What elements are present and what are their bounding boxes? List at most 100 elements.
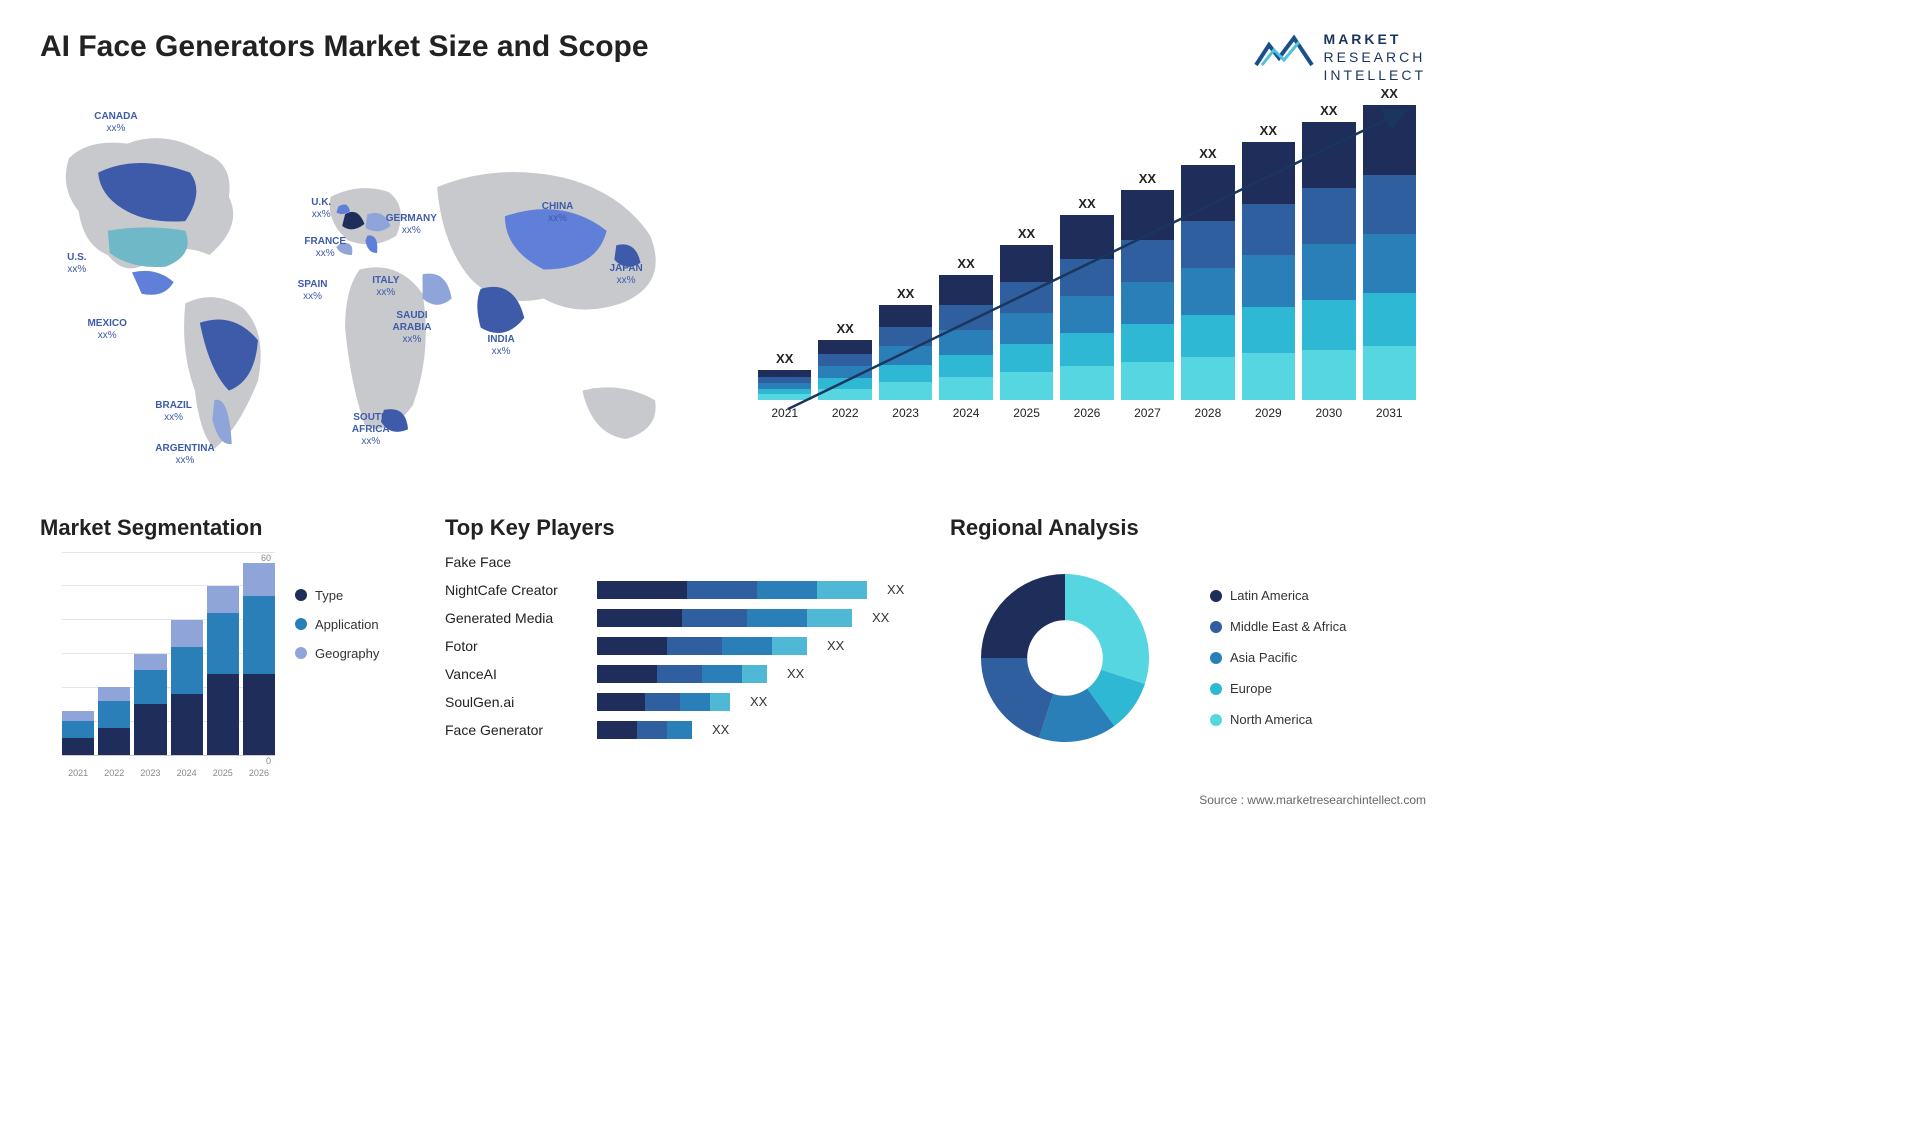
seg-year-label: 2026	[243, 768, 275, 778]
player-name: Fake Face	[445, 554, 585, 570]
player-value: XX	[827, 638, 844, 653]
growth-bar-value: XX	[1078, 196, 1095, 211]
growth-bar-year: 2026	[1074, 406, 1101, 420]
seg-year-label: 2024	[171, 768, 203, 778]
player-row: SoulGen.ai XX	[445, 693, 925, 711]
seg-year-label: 2022	[98, 768, 130, 778]
seg-bar	[134, 654, 166, 755]
map-label: U.K.xx%	[311, 197, 331, 221]
map-label: ITALYxx%	[372, 275, 399, 299]
seg-year-label: 2021	[62, 768, 94, 778]
map-label: GERMANYxx%	[386, 213, 437, 237]
footer-source: Source : www.marketresearchintellect.com	[40, 793, 1426, 807]
growth-bar-year: 2031	[1376, 406, 1403, 420]
growth-bar-year: 2028	[1195, 406, 1222, 420]
growth-bar-value: XX	[1320, 103, 1337, 118]
growth-bar: XX2024	[939, 256, 992, 420]
growth-bar-value: XX	[776, 351, 793, 366]
map-label: MEXICOxx%	[87, 318, 126, 342]
logo-mark-icon	[1254, 30, 1314, 75]
regional-legend-item: Asia Pacific	[1210, 650, 1346, 665]
growth-bar-value: XX	[1260, 123, 1277, 138]
growth-bar: XX 2025	[1000, 226, 1053, 420]
growth-bar-year: 2023	[892, 406, 919, 420]
growth-bar-value: XX	[1018, 226, 1035, 241]
growth-bar: XX 2027	[1121, 171, 1174, 420]
map-label: CHINAxx%	[542, 201, 574, 225]
map-label: CANADAxx%	[94, 111, 137, 135]
player-value: XX	[712, 722, 729, 737]
growth-bar-year: 2027	[1134, 406, 1161, 420]
map-label: INDIAxx%	[487, 334, 514, 358]
growth-bar-value: XX	[1139, 171, 1156, 186]
player-name: Generated Media	[445, 610, 585, 626]
growth-bar: XX 2031	[1363, 86, 1416, 420]
growth-bar-value: XX	[897, 286, 914, 301]
regional-title: Regional Analysis	[950, 515, 1426, 541]
player-name: Fotor	[445, 638, 585, 654]
players-title: Top Key Players	[445, 515, 925, 541]
regional-panel: Regional Analysis Latin America Middle Ea…	[950, 515, 1426, 778]
seg-legend-item: Application	[295, 617, 379, 632]
player-name: NightCafe Creator	[445, 582, 585, 598]
map-label: SPAINxx%	[298, 279, 328, 303]
regional-legend-item: Latin America	[1210, 588, 1346, 603]
player-row: NightCafe Creator XX	[445, 581, 925, 599]
map-label: SOUTHAFRICAxx%	[352, 412, 390, 448]
seg-year-label: 2025	[207, 768, 239, 778]
players-panel: Top Key Players Fake Face NightCafe Creat…	[445, 515, 925, 778]
player-value: XX	[750, 694, 767, 709]
growth-bar-year: 2022	[832, 406, 859, 420]
growth-bar-value: XX	[837, 321, 854, 336]
seg-bar	[243, 563, 275, 755]
growth-bar: XX 2023	[879, 286, 932, 420]
player-row: VanceAIXX	[445, 665, 925, 683]
player-value: XX	[787, 666, 804, 681]
player-bar	[597, 609, 852, 627]
seg-legend-item: Geography	[295, 646, 379, 661]
seg-year-label: 2023	[134, 768, 166, 778]
growth-chart-panel: XX2021XX2022XX2023XX2024XX2025XX2026XX20…	[748, 100, 1426, 480]
player-name: Face Generator	[445, 722, 585, 738]
regional-legend: Latin America Middle East & Africa Asia Pa…	[1210, 588, 1346, 727]
map-label: BRAZILxx%	[155, 400, 192, 424]
growth-bar: XX 2029	[1242, 123, 1295, 420]
map-label: ARGENTINAxx%	[155, 443, 214, 467]
growth-bar: XX2021	[758, 351, 811, 420]
regional-donut-chart	[950, 553, 1180, 763]
growth-bar-value: XX	[1199, 146, 1216, 161]
player-bar	[597, 637, 807, 655]
player-bar	[597, 693, 730, 711]
segmentation-panel: Market Segmentation 0102030405060 202120…	[40, 515, 420, 778]
player-row: Fotor XX	[445, 637, 925, 655]
growth-bar-year: 2029	[1255, 406, 1282, 420]
regional-legend-item: Europe	[1210, 681, 1346, 696]
player-value: XX	[872, 610, 889, 625]
player-value: XX	[887, 582, 904, 597]
seg-bar	[171, 620, 203, 755]
regional-legend-item: Middle East & Africa	[1210, 619, 1346, 634]
map-label: FRANCExx%	[304, 236, 346, 260]
growth-bar: XX 2030	[1302, 103, 1355, 420]
world-map-panel: CANADAxx%U.S.xx%MEXICOxx%BRAZILxx%ARGENT…	[40, 100, 718, 490]
growth-bar-value: XX	[1381, 86, 1398, 101]
map-label: SAUDIARABIAxx%	[393, 310, 432, 346]
regional-legend-item: North America	[1210, 712, 1346, 727]
seg-bar	[98, 687, 130, 754]
growth-bar-year: 2025	[1013, 406, 1040, 420]
map-label: JAPANxx%	[610, 263, 643, 287]
seg-bar	[62, 711, 94, 755]
player-row: Generated Media XX	[445, 609, 925, 627]
logo: MARKET RESEARCH INTELLECT	[1254, 30, 1426, 85]
growth-bar: XX 2028	[1181, 146, 1234, 420]
player-name: SoulGen.ai	[445, 694, 585, 710]
seg-legend-item: Type	[295, 588, 379, 603]
player-bar	[597, 721, 692, 739]
page-title: AI Face Generators Market Size and Scope	[40, 30, 649, 64]
player-bar	[597, 665, 767, 683]
growth-bar-year: 2030	[1315, 406, 1342, 420]
growth-bar-value: XX	[957, 256, 974, 271]
growth-bar: XX 2026	[1060, 196, 1113, 420]
logo-text: MARKET RESEARCH INTELLECT	[1324, 30, 1426, 85]
growth-bar: XX 2022	[818, 321, 871, 420]
